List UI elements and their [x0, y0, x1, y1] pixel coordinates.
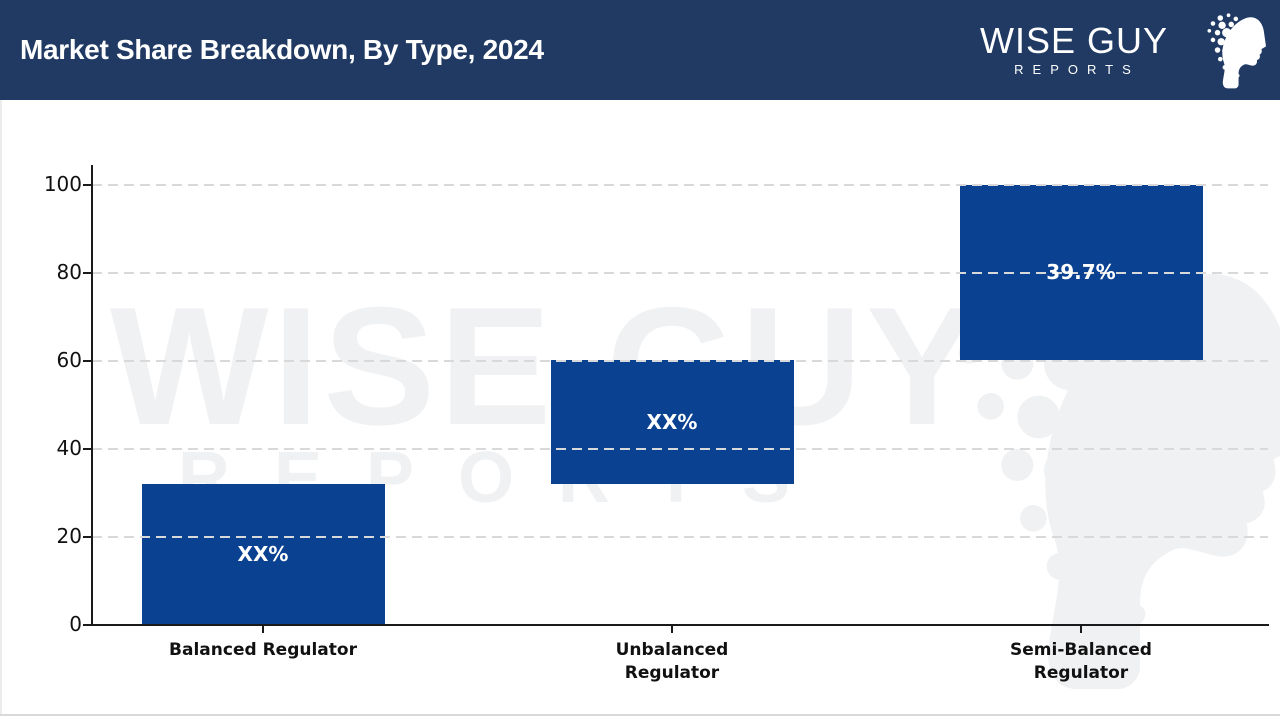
watermark-text: WISE GUY [110, 272, 983, 460]
y-tick-40 [83, 448, 91, 450]
bottom-edge-border [0, 714, 1280, 716]
logo-text: WISE GUY REPORTS [979, 20, 1168, 78]
y-tick-60 [83, 360, 91, 362]
logo-wordmark: WISE GUY [979, 20, 1168, 61]
x-tick-balanced-regulator [262, 626, 264, 633]
x-tick-label-unbalanced-regulator: Unbalanced Regulator [615, 640, 729, 683]
wiseguy-logo: WISE GUY REPORTS [980, 0, 1266, 100]
y-tick-label-20: 20 [56, 524, 82, 548]
bar-value-label-unbalanced-regulator: XX% [646, 409, 698, 434]
x-tick-label-balanced-regulator: Balanced Regulator [169, 640, 357, 660]
logo-subtext: REPORTS [1014, 62, 1140, 77]
plot-area: 0 20 40 60 80 100 XX% Balanced Regulator XX% Unba… [0, 100, 1280, 720]
gridline-60 [92, 360, 1268, 362]
y-tick-label-60: 60 [56, 348, 82, 372]
y-axis-line [91, 165, 93, 626]
x-tick-semi-balanced-regulator [1080, 626, 1082, 633]
y-tick-100 [83, 184, 91, 186]
watermark-face-icon [958, 251, 1280, 689]
bar-value-label-semi-balanced-regulator: 39.7% [1046, 260, 1116, 284]
y-tick-label-40: 40 [56, 436, 82, 460]
gridline-40 [92, 448, 1268, 450]
y-tick-0 [83, 624, 91, 626]
header-bar: Market Share Breakdown, By Type, 2024 WI… [0, 0, 1280, 100]
x-tick-label-semi-balanced-regulator: Semi-Balanced Regulator [1010, 640, 1152, 683]
y-tick-label-100: 100 [43, 172, 82, 196]
gridline-80 [92, 272, 1268, 274]
logo-face-icon [1207, 13, 1266, 89]
x-axis-line [91, 624, 1269, 626]
chart-title: Market Share Breakdown, By Type, 2024 [20, 34, 544, 65]
y-tick-label-80: 80 [56, 260, 82, 284]
y-tick-20 [83, 536, 91, 538]
y-tick-80 [83, 272, 91, 274]
bar-unbalanced-regulator [550, 359, 794, 485]
gridline-100 [92, 184, 1268, 186]
gridline-20 [92, 536, 1268, 538]
y-tick-label-0: 0 [69, 612, 82, 636]
bar-balanced-regulator [141, 484, 385, 625]
bar-value-label-balanced-regulator: XX% [237, 542, 289, 567]
x-tick-unbalanced-regulator [671, 626, 673, 633]
left-edge-border [0, 100, 2, 714]
